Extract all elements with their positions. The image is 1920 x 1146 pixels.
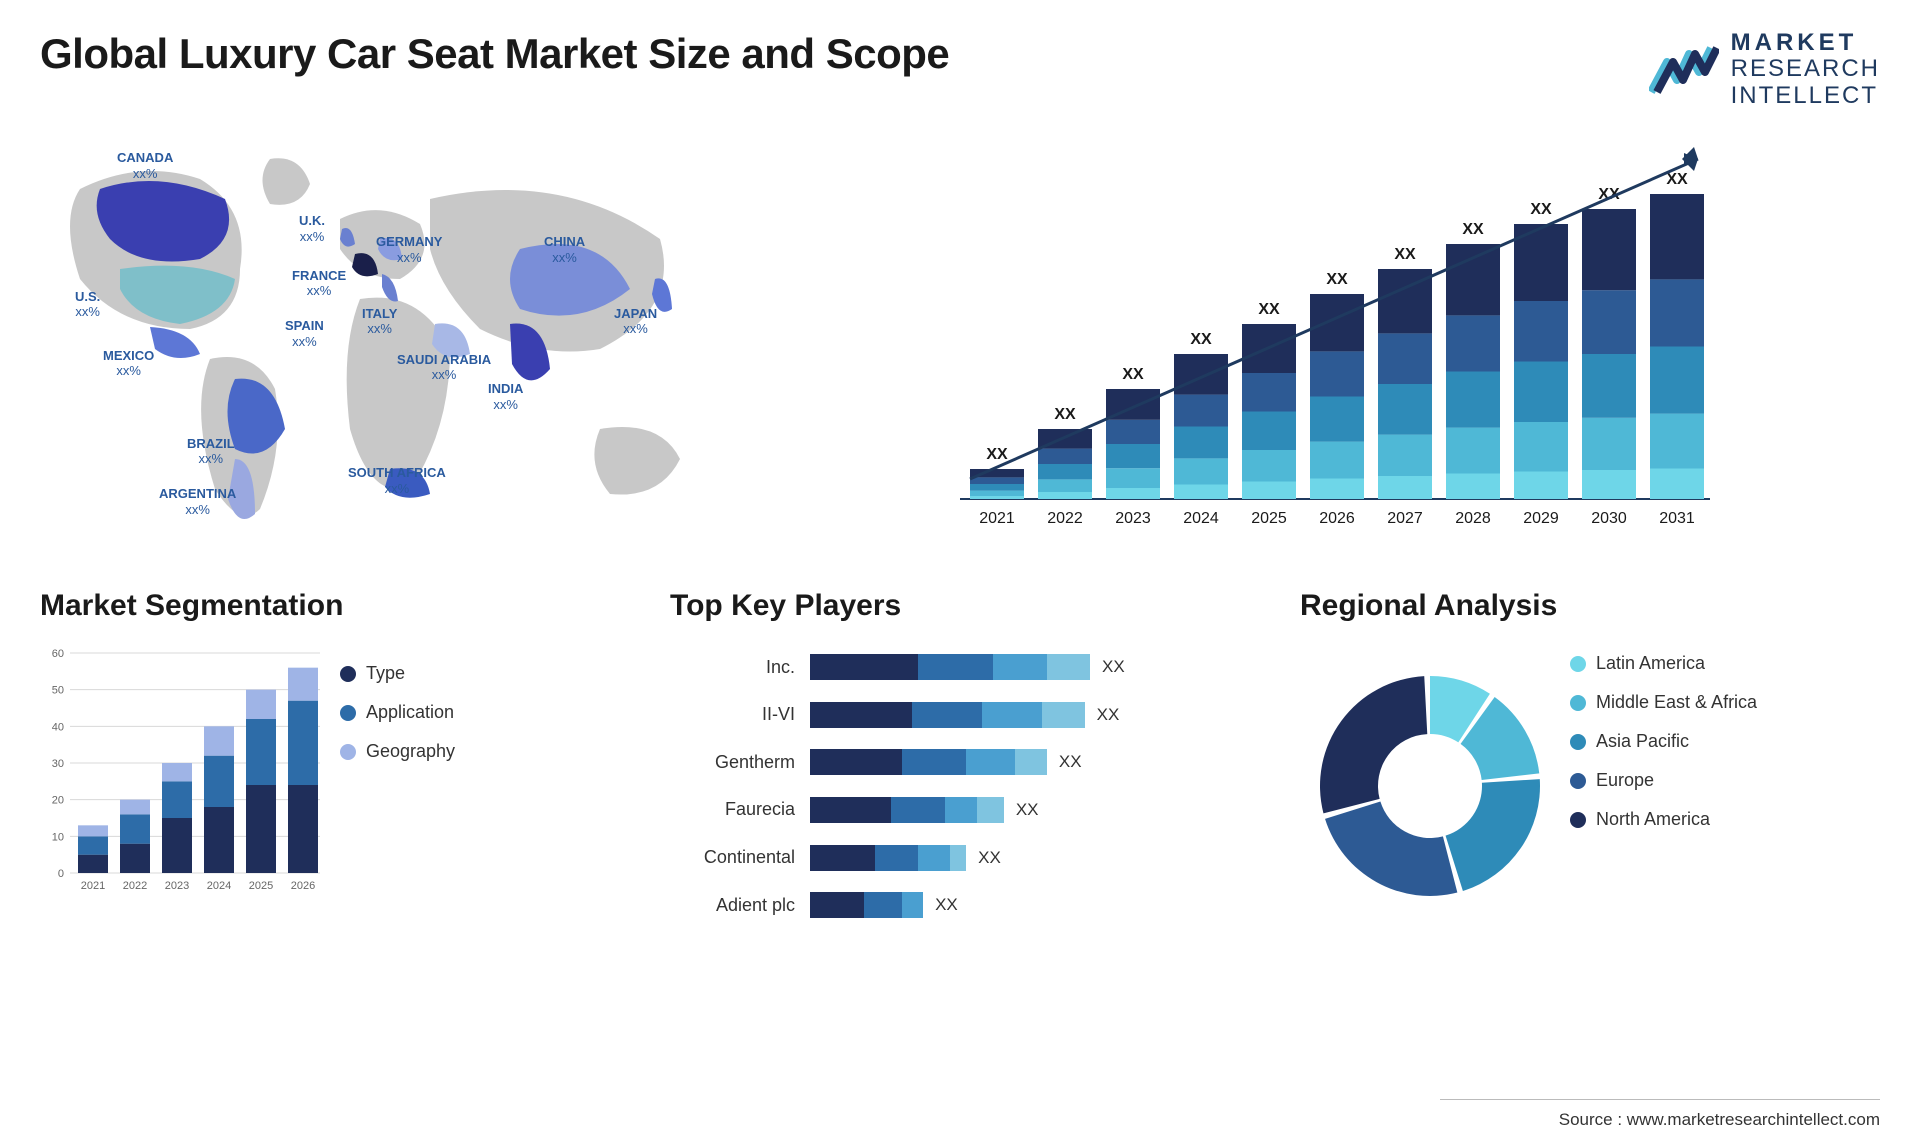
- key-player-row: XX: [810, 702, 1250, 728]
- segmentation-legend: Type Application Geography: [320, 643, 620, 929]
- top-row: CANADAxx% U.S.xx% MEXICOxx% BRAZILxx% ARGENT…: [40, 129, 1880, 549]
- logo-icon: [1649, 42, 1719, 98]
- map-label-mexico: MEXICOxx%: [103, 348, 154, 379]
- map-label-india: INDIAxx%: [488, 381, 523, 412]
- svg-text:40: 40: [52, 722, 64, 734]
- svg-text:XX: XX: [1462, 221, 1484, 238]
- key-player-row: XX: [810, 845, 1250, 871]
- logo-text: MARKET RESEARCH INTELLECT: [1731, 30, 1880, 109]
- regional-legend-item: Asia Pacific: [1570, 731, 1880, 752]
- svg-text:XX: XX: [1258, 301, 1280, 318]
- svg-text:0: 0: [58, 868, 64, 880]
- regional-legend-item: Europe: [1570, 770, 1880, 791]
- brand-logo: MARKET RESEARCH INTELLECT: [1649, 30, 1880, 109]
- svg-text:2026: 2026: [1319, 510, 1355, 527]
- regional-title: Regional Analysis: [1300, 589, 1880, 623]
- svg-text:2025: 2025: [249, 880, 273, 892]
- logo-line-1: MARKET: [1731, 30, 1880, 56]
- svg-text:XX: XX: [1530, 201, 1552, 218]
- main-bar-chart: XX 2021 XX 2022 XX 2023 XX 2024 XX 2025 XX 2026 XX 20…: [780, 129, 1880, 549]
- key-player-label: II-VI: [670, 704, 795, 725]
- regional-legend-item: Middle East & Africa: [1570, 692, 1880, 713]
- map-label-spain: SPAINxx%: [285, 318, 324, 349]
- svg-text:2025: 2025: [1251, 510, 1287, 527]
- svg-text:60: 60: [52, 648, 64, 660]
- key-players-bars: XX XX XX XX XX XX: [810, 643, 1250, 929]
- svg-text:2021: 2021: [81, 880, 105, 892]
- logo-line-2: RESEARCH: [1731, 56, 1880, 82]
- svg-text:30: 30: [52, 758, 64, 770]
- map-label-canada: CANADAxx%: [117, 150, 173, 181]
- segmentation-panel: Market Segmentation 0 10 20 30 40 50 60 2021 202…: [40, 589, 620, 929]
- svg-text:2030: 2030: [1591, 510, 1627, 527]
- svg-text:2031: 2031: [1659, 510, 1695, 527]
- regional-legend-item: Latin America: [1570, 653, 1880, 674]
- segmentation-legend-item: Type: [340, 663, 620, 684]
- svg-text:2028: 2028: [1455, 510, 1491, 527]
- key-players-labels: Inc. II-VI Gentherm Faurecia Continental Adie…: [670, 643, 810, 929]
- key-player-label: Continental: [670, 847, 795, 868]
- map-label-japan: JAPANxx%: [614, 306, 657, 337]
- page-title: Global Luxury Car Seat Market Size and S…: [40, 30, 949, 78]
- svg-text:2026: 2026: [291, 880, 315, 892]
- segmentation-legend-item: Application: [340, 702, 620, 723]
- key-player-label: Gentherm: [670, 752, 795, 773]
- map-label-south-africa: SOUTH AFRICAxx%: [348, 465, 446, 496]
- svg-text:2027: 2027: [1387, 510, 1423, 527]
- svg-text:XX: XX: [1394, 246, 1416, 263]
- svg-text:XX: XX: [1122, 366, 1144, 383]
- map-label-france: FRANCExx%: [292, 268, 346, 299]
- svg-text:XX: XX: [1326, 271, 1348, 288]
- map-label-argentina: ARGENTINAxx%: [159, 486, 236, 517]
- key-player-label: Inc.: [670, 657, 795, 678]
- svg-text:2024: 2024: [1183, 510, 1219, 527]
- map-label-china: CHINAxx%: [544, 234, 585, 265]
- svg-text:20: 20: [52, 795, 64, 807]
- segmentation-legend-item: Geography: [340, 741, 620, 762]
- svg-text:XX: XX: [986, 446, 1008, 463]
- svg-text:XX: XX: [1666, 171, 1688, 188]
- map-label-italy: ITALYxx%: [362, 306, 397, 337]
- svg-text:2023: 2023: [1115, 510, 1151, 527]
- source-divider: [1440, 1099, 1880, 1100]
- map-label-saudi-arabia: SAUDI ARABIAxx%: [397, 352, 491, 383]
- svg-text:2024: 2024: [207, 880, 231, 892]
- key-player-row: XX: [810, 892, 1250, 918]
- svg-text:2029: 2029: [1523, 510, 1559, 527]
- key-player-label: Adient plc: [670, 895, 795, 916]
- header: Global Luxury Car Seat Market Size and S…: [40, 30, 1880, 109]
- key-player-row: XX: [810, 749, 1250, 775]
- regional-legend: Latin America Middle East & Africa Asia Pa…: [1560, 643, 1880, 929]
- key-player-row: XX: [810, 797, 1250, 823]
- svg-text:2023: 2023: [165, 880, 189, 892]
- svg-text:2022: 2022: [123, 880, 147, 892]
- bottom-row: Market Segmentation 0 10 20 30 40 50 60 2021 202…: [40, 589, 1880, 929]
- map-label-brazil: BRAZILxx%: [187, 436, 235, 467]
- key-players-panel: Top Key Players Inc. II-VI Gentherm Faureci…: [670, 589, 1250, 929]
- regional-panel: Regional Analysis Latin America Middle Ea…: [1300, 589, 1880, 929]
- svg-text:50: 50: [52, 685, 64, 697]
- svg-text:XX: XX: [1190, 331, 1212, 348]
- source-line: Source : www.marketresearchintellect.com: [1559, 1110, 1880, 1130]
- key-player-label: Faurecia: [670, 799, 795, 820]
- map-label-germany: GERMANYxx%: [376, 234, 442, 265]
- svg-text:10: 10: [52, 832, 64, 844]
- regional-donut: [1300, 643, 1560, 929]
- svg-text:2022: 2022: [1047, 510, 1083, 527]
- segmentation-title: Market Segmentation: [40, 589, 620, 623]
- svg-text:2021: 2021: [979, 510, 1015, 527]
- key-player-row: XX: [810, 654, 1250, 680]
- main-bar-svg: XX 2021 XX 2022 XX 2023 XX 2024 XX 2025 XX 2026 XX 20…: [780, 129, 1880, 549]
- segmentation-chart: 0 10 20 30 40 50 60 2021 2022 2023 2024 2025 2026: [40, 643, 320, 929]
- svg-text:XX: XX: [1054, 406, 1076, 423]
- regional-legend-item: North America: [1570, 809, 1880, 830]
- map-label-u-s-: U.S.xx%: [75, 289, 100, 320]
- world-map-panel: CANADAxx% U.S.xx% MEXICOxx% BRAZILxx% ARGENT…: [40, 129, 740, 549]
- key-players-title: Top Key Players: [670, 589, 1250, 623]
- logo-line-3: INTELLECT: [1731, 83, 1880, 109]
- map-label-u-k-: U.K.xx%: [299, 213, 325, 244]
